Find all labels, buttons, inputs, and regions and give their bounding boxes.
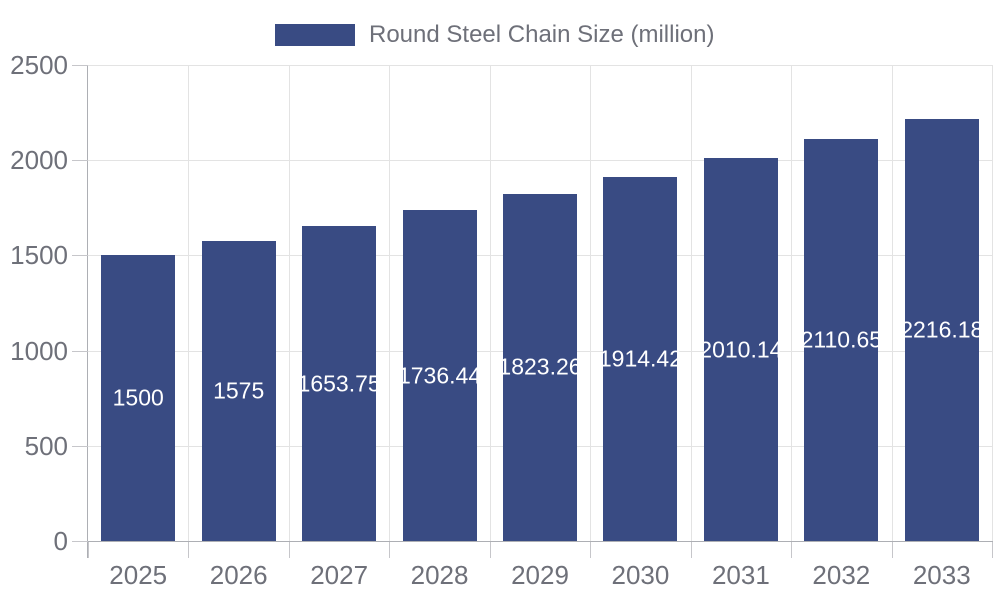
legend-swatch-icon [275, 24, 355, 46]
x-axis-line [88, 541, 993, 542]
y-axis-tick [72, 255, 88, 257]
plot-area: 1500 1575 1653.75 1736.44 1823.26 1914.42 2010… [88, 65, 993, 541]
y-axis-label: 500 [24, 430, 68, 461]
vertical-gridline [992, 65, 993, 541]
x-axis-tick [389, 542, 391, 558]
legend[interactable]: Round Steel Chain Size (million) [275, 21, 715, 49]
y-axis-label: 1000 [10, 335, 68, 366]
x-axis-tick [791, 542, 793, 558]
bar[interactable] [302, 226, 377, 541]
vertical-gridline [288, 65, 290, 541]
vertical-gridline [690, 65, 692, 541]
x-axis-tick [992, 542, 993, 558]
bar[interactable] [603, 176, 678, 541]
x-axis-tick [188, 542, 190, 558]
x-axis-tick [88, 542, 89, 558]
x-axis-tick [690, 542, 692, 558]
vertical-gridline [188, 65, 190, 541]
y-axis-label: 2500 [10, 50, 68, 80]
y-axis-line [87, 65, 88, 558]
x-axis-label: 2031 [711, 560, 770, 590]
bar[interactable] [904, 119, 979, 541]
y-axis-label: 0 [53, 526, 68, 556]
vertical-gridline [891, 65, 893, 541]
horizontal-gridline [88, 65, 992, 66]
x-axis-label: 2027 [310, 560, 369, 590]
vertical-gridline [590, 65, 592, 541]
y-axis-tick [72, 160, 88, 162]
x-axis-label: 2028 [410, 560, 469, 590]
y-axis-tick [72, 65, 88, 66]
x-axis-tick [489, 542, 491, 558]
vertical-gridline [389, 65, 391, 541]
bar[interactable] [503, 193, 577, 541]
vertical-gridline [791, 65, 793, 541]
x-axis-label: 2025 [109, 560, 168, 590]
y-axis-tick [72, 541, 88, 542]
y-axis-tick [72, 350, 88, 352]
bar[interactable] [201, 241, 276, 541]
x-axis-tick [891, 542, 893, 558]
x-axis-label: 2029 [511, 560, 569, 590]
x-axis-label: 2030 [611, 560, 670, 590]
horizontal-gridline [88, 160, 992, 162]
x-axis-label: 2026 [209, 560, 268, 590]
y-axis-label: 1500 [10, 240, 68, 271]
x-axis-label: 2033 [912, 560, 971, 590]
bar[interactable] [703, 158, 778, 541]
y-axis-tick [72, 445, 88, 447]
x-axis-label: 2032 [812, 560, 871, 590]
x-axis-tick [590, 542, 592, 558]
legend-label: Round Steel Chain Size (million) [369, 21, 715, 48]
bar[interactable] [804, 139, 879, 541]
bar[interactable] [402, 210, 477, 541]
vertical-gridline [489, 65, 491, 541]
bar[interactable] [101, 255, 176, 541]
x-axis-tick [288, 542, 290, 558]
y-axis-label: 2000 [10, 145, 68, 176]
